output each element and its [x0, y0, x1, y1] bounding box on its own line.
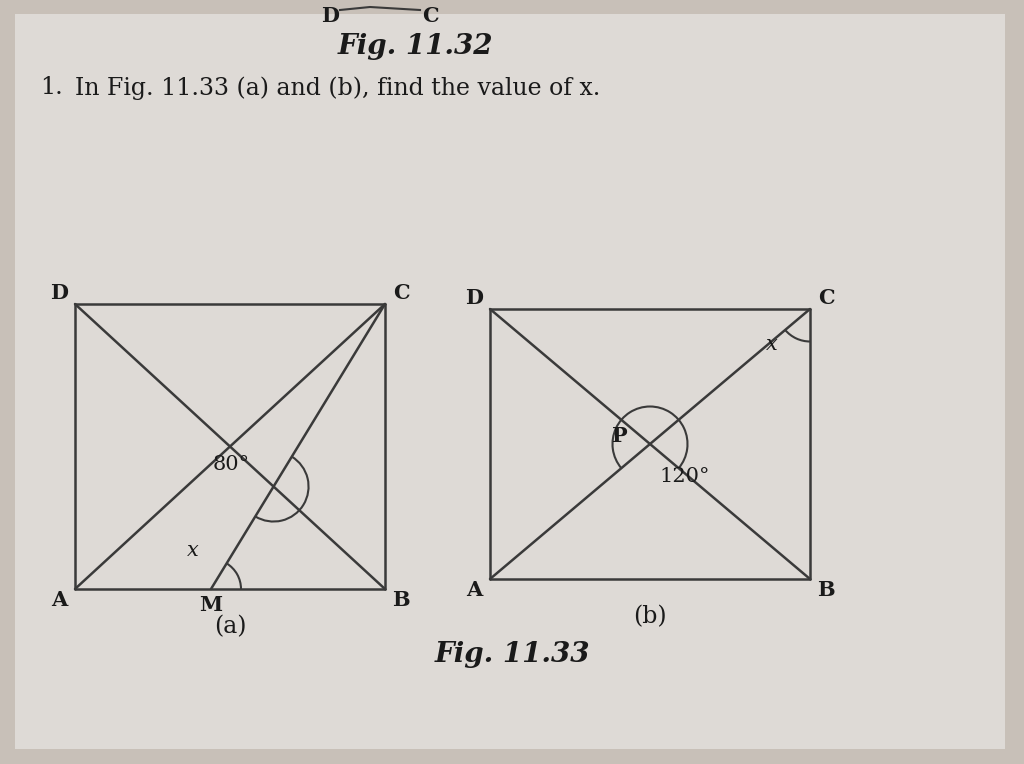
Text: A: A	[466, 580, 482, 600]
Text: 120°: 120°	[659, 467, 711, 485]
Text: x: x	[766, 335, 778, 354]
Text: D: D	[321, 6, 339, 26]
Text: B: B	[817, 580, 835, 600]
Text: C: C	[392, 283, 410, 303]
Text: 80°: 80°	[213, 455, 250, 474]
Text: 1.: 1.	[40, 76, 62, 99]
Text: M: M	[200, 595, 222, 615]
Text: C: C	[818, 288, 835, 308]
Text: D: D	[50, 283, 68, 303]
Text: Fig. 11.33: Fig. 11.33	[434, 640, 590, 668]
Text: C: C	[422, 6, 438, 26]
Text: (b): (b)	[633, 606, 667, 629]
Text: x: x	[187, 542, 199, 561]
Text: D: D	[465, 288, 483, 308]
Text: B: B	[392, 590, 410, 610]
Text: A: A	[51, 590, 68, 610]
Text: (a): (a)	[214, 616, 246, 639]
Text: P: P	[612, 426, 628, 446]
Text: Fig. 11.32: Fig. 11.32	[337, 33, 493, 60]
Text: In Fig. 11.33 (a) and (b), find the value of x.: In Fig. 11.33 (a) and (b), find the valu…	[75, 76, 600, 100]
